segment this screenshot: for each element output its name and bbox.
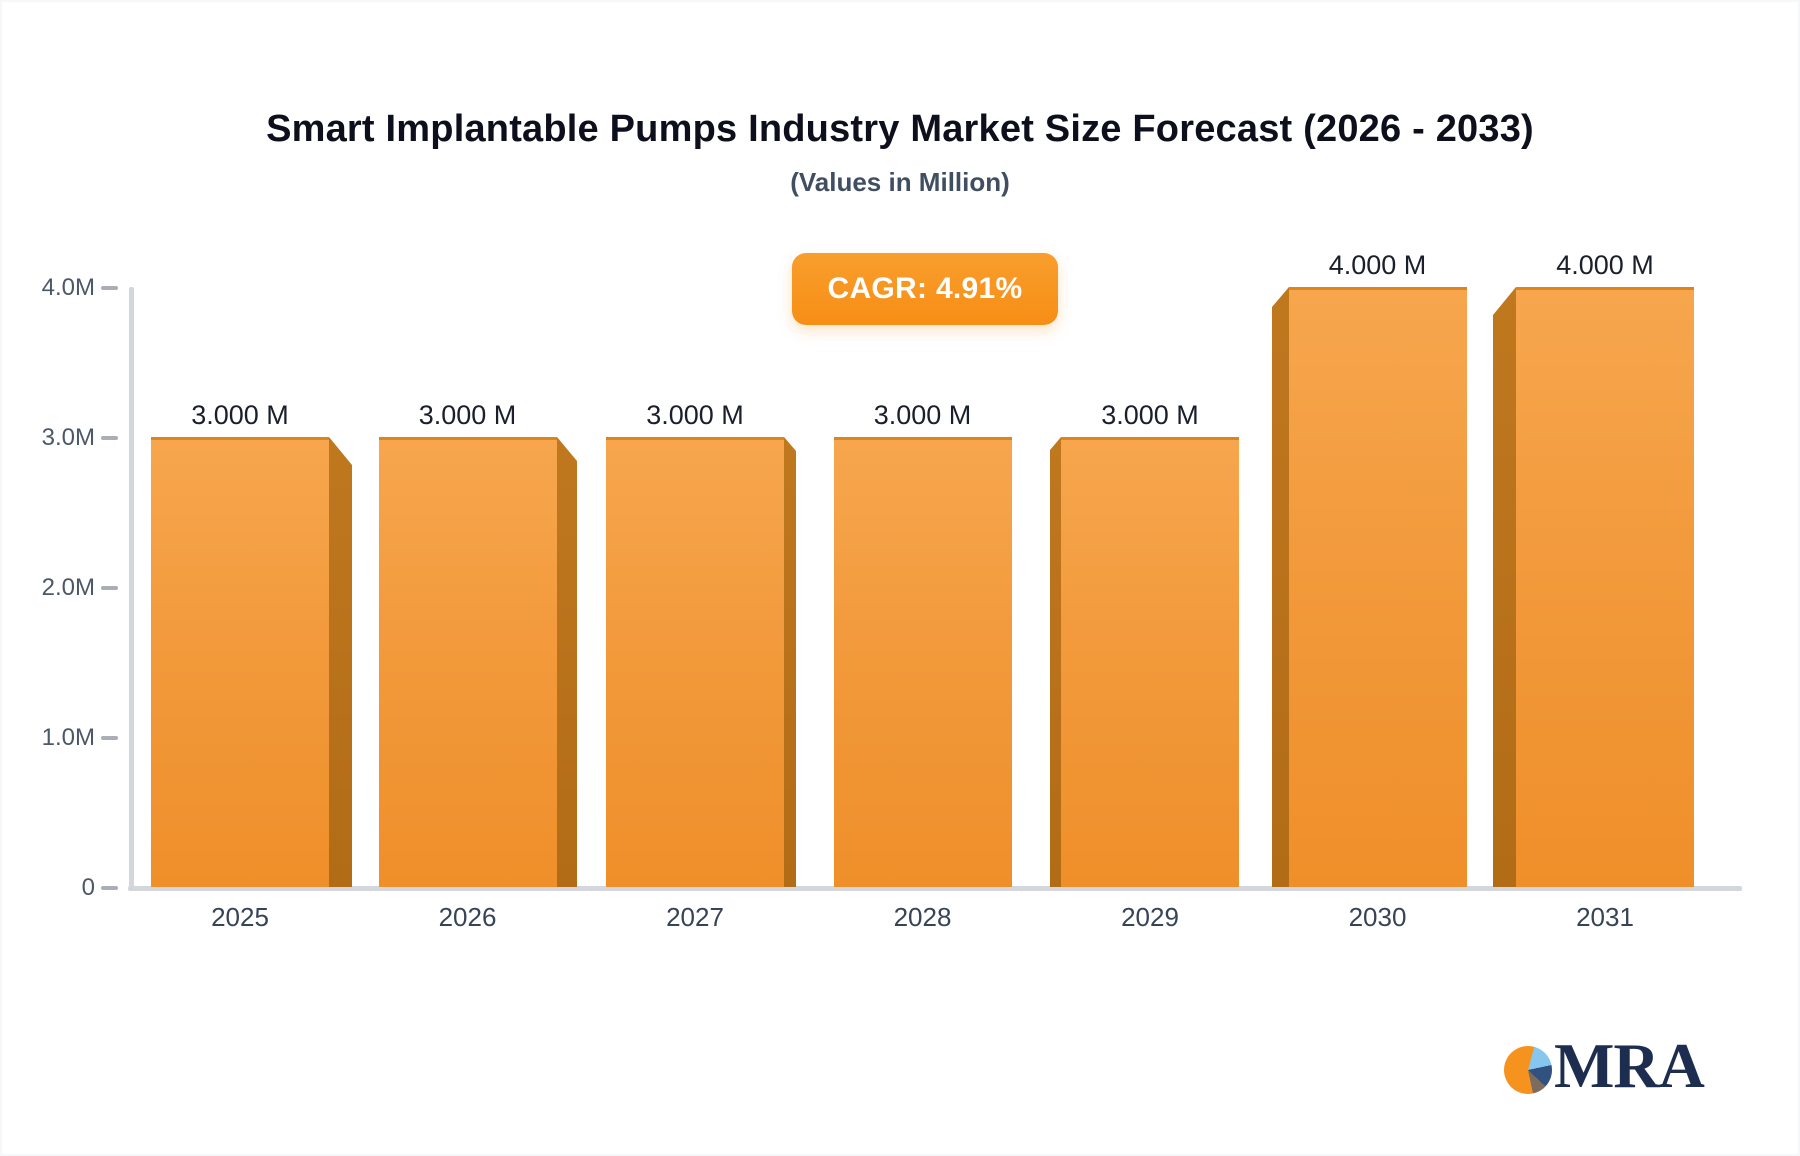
- mra-logo-text: MRA: [1554, 1030, 1705, 1101]
- bar-face-2029: [1061, 437, 1239, 887]
- x-axis-label-2029: 2029: [1121, 902, 1179, 932]
- chart-title: Smart Implantable Pumps Industry Market …: [266, 108, 1534, 150]
- bar-2027: [606, 437, 796, 887]
- y-tick-label-0: 4.0M: [41, 274, 95, 301]
- bar-face-2031: [1516, 287, 1694, 887]
- bar-value-label-2027: 3.000 M: [646, 400, 744, 430]
- bar-face-2026: [379, 437, 557, 887]
- chart-subtitle: (Values in Million): [790, 167, 1010, 197]
- bar-face-2027: [606, 437, 784, 887]
- x-axis-line: [128, 886, 1742, 891]
- bar-3d-side-2025: [329, 437, 352, 887]
- y-tick-mark-0: [101, 286, 118, 290]
- bar-face-2025: [151, 437, 329, 887]
- y-tick-mark-2: [101, 586, 118, 590]
- y-tick-label-1: 3.0M: [41, 424, 95, 451]
- y-tick-label-4: 0: [81, 874, 95, 901]
- y-tick-label-2: 2.0M: [41, 574, 95, 601]
- x-axis-label-2027: 2027: [666, 902, 724, 932]
- bar-3d-side-2026: [557, 437, 577, 887]
- bar-2028: [834, 437, 1012, 887]
- cagr-badge-label: CAGR: 4.91%: [827, 272, 1023, 305]
- y-axis-line: [129, 287, 134, 891]
- bar-face-2030: [1289, 287, 1467, 887]
- bar-value-label-2030: 4.000 M: [1328, 250, 1427, 280]
- bar-2030: [1272, 287, 1467, 887]
- y-tick-mark-4: [101, 886, 118, 890]
- x-axis-label-2028: 2028: [893, 902, 952, 932]
- y-tick-mark-1: [101, 436, 118, 440]
- mra-logo: MRA: [1504, 1030, 1705, 1101]
- bar-3d-side-2029: [1050, 437, 1061, 887]
- x-axis-label-2031: 2031: [1576, 902, 1634, 932]
- y-tick-label-3: 1.0M: [41, 724, 95, 751]
- bar-value-label-2026: 3.000 M: [418, 400, 517, 430]
- bar-3d-side-2031: [1493, 287, 1516, 887]
- bar-value-label-2031: 4.000 M: [1556, 250, 1654, 280]
- bar-value-label-2028: 3.000 M: [873, 400, 972, 430]
- bar-value-label-2029: 3.000 M: [1101, 400, 1199, 430]
- bar-2026: [379, 437, 577, 887]
- y-tick-mark-3: [101, 736, 118, 740]
- bar-value-label-2025: 3.000 M: [191, 400, 289, 430]
- bar-2029: [1050, 437, 1239, 887]
- bar-3d-side-2030: [1272, 287, 1289, 887]
- bar-2031: [1493, 287, 1694, 887]
- bar-face-2028: [834, 437, 1012, 887]
- x-axis-label-2026: 2026: [438, 902, 497, 932]
- bar-3d-side-2027: [784, 437, 796, 887]
- mra-pie-chart-icon: [1504, 1046, 1552, 1094]
- cagr-badge: CAGR: 4.91%: [792, 253, 1058, 325]
- x-axis-label-2030: 2030: [1348, 902, 1407, 932]
- bar-2025: [151, 437, 352, 887]
- x-axis-label-2025: 2025: [211, 902, 269, 932]
